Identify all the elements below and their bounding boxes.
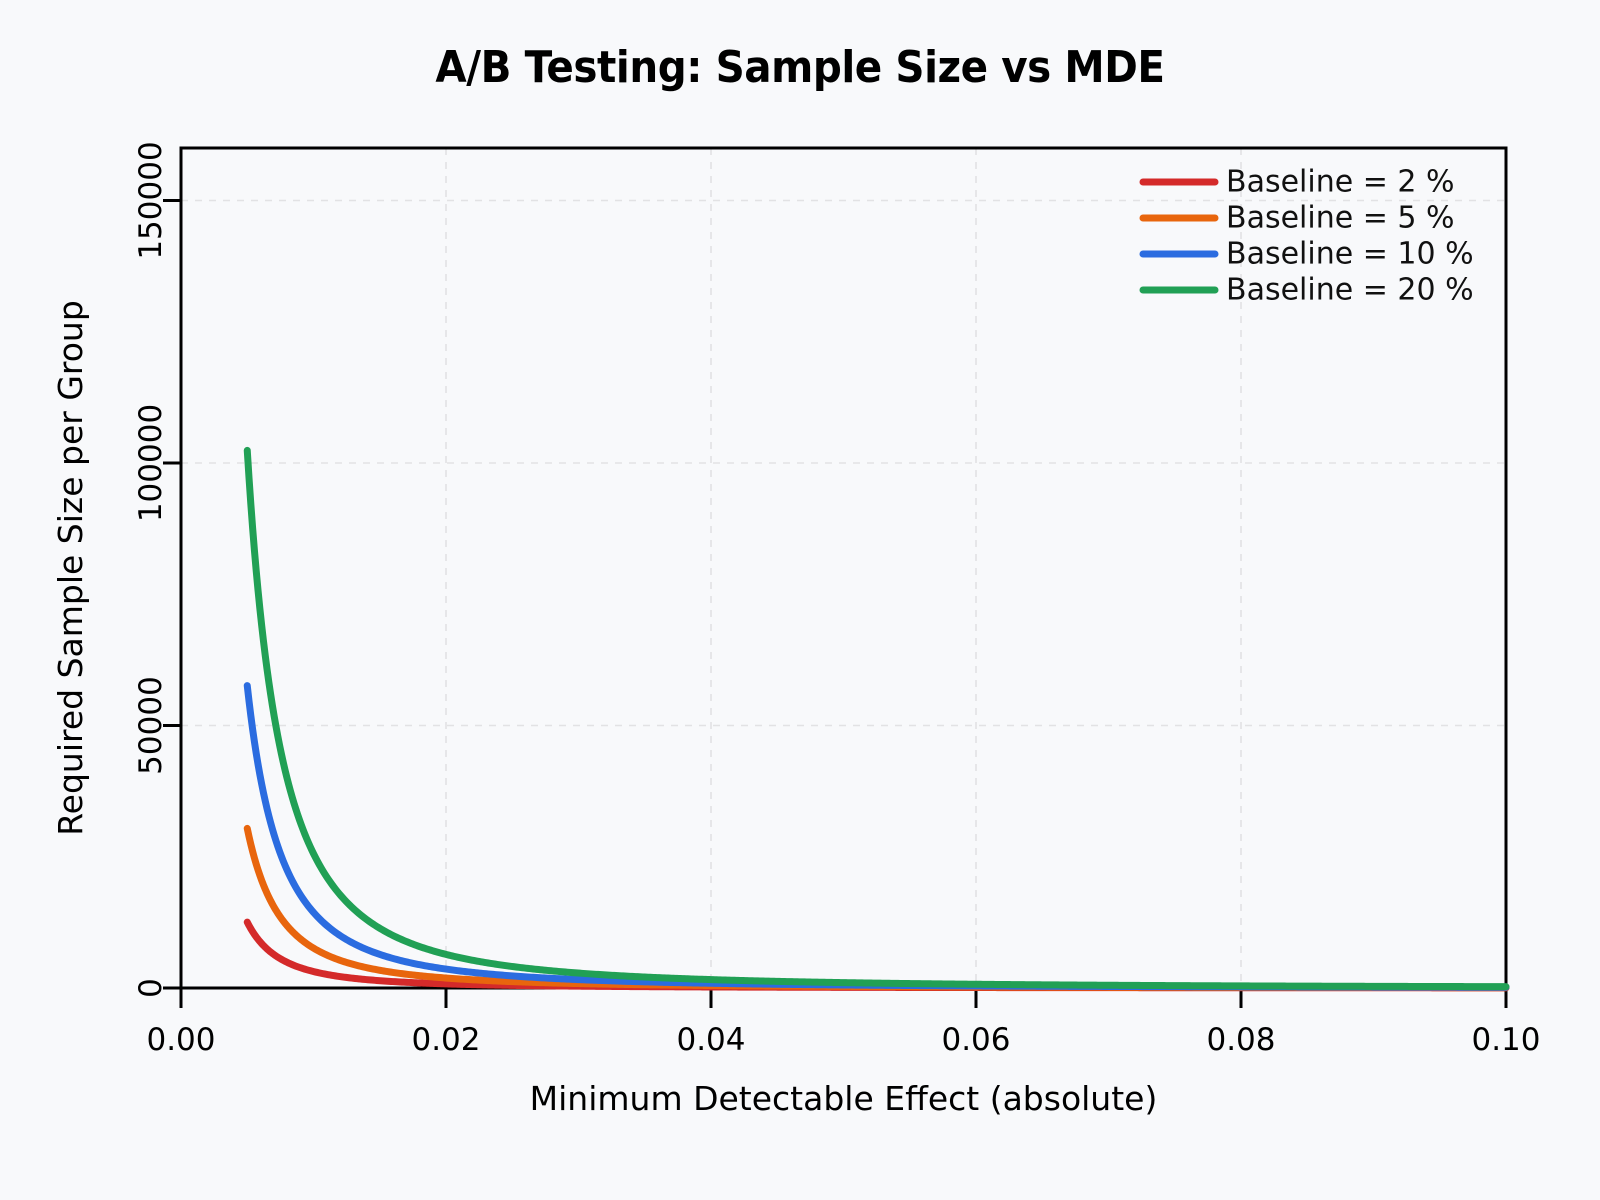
x-tick-label: 0.06: [941, 1022, 1010, 1058]
y-tick-label: 0: [133, 978, 169, 998]
legend-label: Baseline = 20 %: [1226, 273, 1474, 308]
x-tick-label: 0.04: [676, 1022, 745, 1058]
x-tick-label: 0.00: [146, 1022, 215, 1058]
plot-border: [179, 146, 1508, 988]
y-tick-label: 50000: [133, 676, 169, 775]
axis-titles: Minimum Detectable Effect (absolute) Requ…: [51, 300, 1157, 1118]
x-axis-title: Minimum Detectable Effect (absolute): [530, 1079, 1158, 1118]
x-tick-label: 0.08: [1206, 1022, 1275, 1058]
y-tick-label: 100000: [133, 404, 169, 522]
legend-label: Baseline = 2 %: [1226, 165, 1455, 200]
chart-title: A/B Testing: Sample Size vs MDE: [435, 42, 1165, 93]
series-line: [243, 682, 1510, 991]
series-line: [243, 824, 1510, 992]
legend-label: Baseline = 5 %: [1226, 201, 1455, 236]
x-tick-label: 0.02: [411, 1022, 480, 1058]
x-tick-label: 0.10: [1471, 1022, 1540, 1058]
y-tick-label: 150000: [133, 141, 169, 259]
x-axis-ticks: 0.00 0.02 0.04 0.06 0.08 0.10: [146, 988, 1541, 1058]
series-lines: [243, 446, 1510, 992]
series-line: [243, 446, 1510, 991]
chart-legend: Baseline = 2 %Baseline = 5 %Baseline = 1…: [1139, 165, 1474, 308]
y-axis-title: Required Sample Size per Group: [51, 300, 90, 836]
y-axis-ticks: 0 50000 100000 150000: [133, 141, 181, 998]
legend-label: Baseline = 10 %: [1226, 237, 1474, 272]
